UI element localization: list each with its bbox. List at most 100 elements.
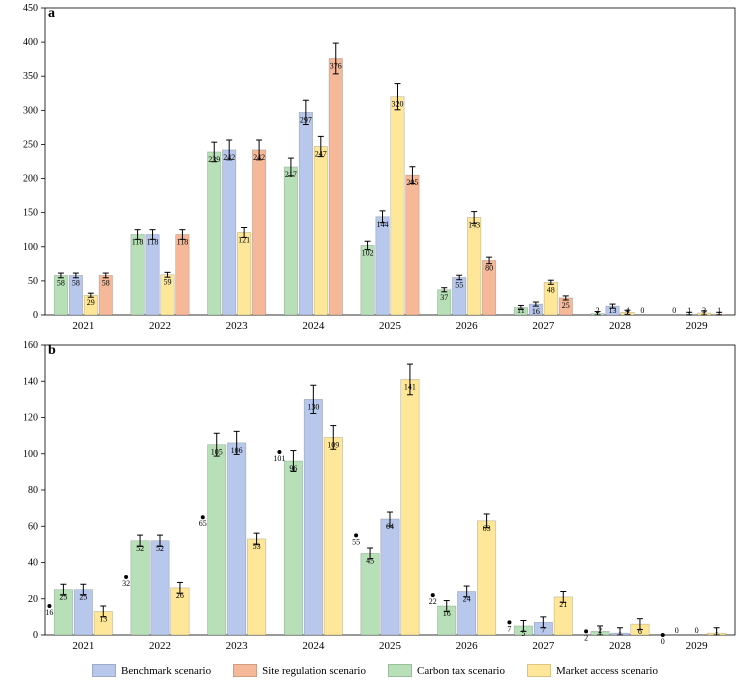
svg-text:2025: 2025 [379, 640, 402, 652]
bar-market_access [324, 437, 342, 635]
svg-text:45: 45 [366, 556, 374, 565]
svg-text:2: 2 [598, 626, 602, 635]
svg-text:58: 58 [102, 278, 110, 287]
bar-market_access [467, 217, 480, 315]
legend-item-market-access: Market access scenario [527, 664, 658, 677]
svg-text:100: 100 [23, 242, 38, 253]
svg-text:217: 217 [285, 170, 297, 179]
bar-site_reg [252, 150, 265, 315]
svg-text:239: 239 [208, 155, 220, 164]
svg-text:200: 200 [23, 174, 38, 185]
svg-text:150: 150 [23, 208, 38, 219]
svg-text:250: 250 [23, 139, 38, 150]
bar-benchmark [222, 150, 235, 315]
svg-text:2023: 2023 [226, 320, 249, 332]
bar-carbon_tax [208, 445, 226, 635]
svg-text:32: 32 [122, 579, 130, 588]
svg-text:48: 48 [547, 285, 555, 294]
svg-text:5: 5 [521, 629, 525, 638]
svg-text:120: 120 [23, 413, 38, 424]
svg-text:20: 20 [28, 594, 38, 605]
svg-text:2024: 2024 [302, 640, 325, 652]
svg-text:320: 320 [391, 100, 403, 109]
bar-benchmark [376, 217, 389, 315]
svg-text:2026: 2026 [456, 640, 479, 652]
bar-market_access [247, 539, 265, 635]
bar-benchmark [381, 519, 399, 635]
bar-benchmark [151, 541, 169, 635]
svg-text:242: 242 [253, 153, 265, 162]
svg-text:2027: 2027 [532, 640, 555, 652]
svg-text:64: 64 [386, 522, 394, 531]
svg-text:160: 160 [23, 340, 38, 351]
bar-market_access [314, 146, 327, 315]
svg-text:100: 100 [23, 449, 38, 460]
svg-text:96: 96 [289, 464, 297, 473]
svg-text:0: 0 [33, 310, 38, 321]
svg-text:55: 55 [352, 537, 360, 546]
legend-swatch-site-reg [233, 664, 257, 677]
svg-text:63: 63 [483, 524, 491, 533]
svg-text:2021: 2021 [72, 320, 94, 332]
panel-b-label: b [48, 343, 56, 359]
svg-text:55: 55 [455, 280, 463, 289]
svg-text:52: 52 [136, 544, 144, 553]
svg-text:7: 7 [507, 624, 511, 633]
svg-text:130: 130 [307, 402, 319, 411]
svg-text:2028: 2028 [609, 320, 632, 332]
bar-carbon_tax [284, 167, 297, 315]
svg-text:16: 16 [532, 307, 540, 316]
svg-text:205: 205 [406, 178, 418, 187]
legend-label-site-reg: Site regulation scenario [262, 665, 366, 677]
svg-text:65: 65 [199, 519, 207, 528]
bar-site_reg [329, 58, 342, 315]
legend-swatch-carbon-tax [388, 664, 412, 677]
svg-text:1: 1 [715, 626, 719, 635]
svg-text:121: 121 [238, 235, 250, 244]
svg-text:13: 13 [609, 306, 617, 315]
svg-text:140: 140 [23, 376, 38, 387]
svg-text:0: 0 [640, 306, 644, 315]
svg-text:118: 118 [177, 237, 189, 246]
svg-text:0: 0 [675, 626, 679, 635]
bar-market_access [391, 97, 404, 315]
bar-benchmark [146, 234, 159, 315]
svg-text:2021: 2021 [72, 640, 94, 652]
bar-carbon_tax [208, 152, 221, 315]
svg-text:58: 58 [57, 278, 65, 287]
svg-text:242: 242 [223, 153, 235, 162]
svg-text:16: 16 [443, 609, 451, 618]
svg-text:40: 40 [28, 558, 38, 569]
svg-text:25: 25 [79, 593, 87, 602]
svg-text:2026: 2026 [456, 320, 479, 332]
svg-text:109: 109 [327, 440, 339, 449]
svg-text:0: 0 [672, 306, 676, 315]
svg-text:2022: 2022 [149, 640, 171, 652]
svg-text:400: 400 [23, 37, 38, 48]
svg-text:6: 6 [638, 627, 642, 636]
svg-text:58: 58 [72, 278, 80, 287]
svg-text:11: 11 [517, 306, 525, 315]
bar-benchmark [299, 112, 312, 315]
svg-text:105: 105 [211, 448, 223, 457]
svg-text:29: 29 [87, 298, 95, 307]
svg-text:102: 102 [362, 248, 374, 257]
svg-text:53: 53 [253, 542, 261, 551]
bar-site_reg [176, 234, 189, 315]
svg-text:350: 350 [23, 71, 38, 82]
svg-text:80: 80 [28, 485, 38, 496]
svg-text:60: 60 [28, 521, 38, 532]
svg-text:0: 0 [695, 626, 699, 635]
svg-text:2: 2 [584, 633, 588, 642]
svg-text:118: 118 [147, 237, 159, 246]
figure-container: { "meta":{ "width":750,"height":681, "pl… [0, 0, 750, 681]
svg-text:13: 13 [99, 614, 107, 623]
svg-text:118: 118 [132, 237, 144, 246]
legend-item-carbon-tax: Carbon tax scenario [388, 664, 505, 677]
svg-text:297: 297 [300, 115, 312, 124]
svg-text:143: 143 [468, 220, 480, 229]
svg-text:16: 16 [45, 608, 53, 617]
bar-carbon_tax [361, 553, 379, 635]
svg-text:2023: 2023 [226, 640, 249, 652]
svg-text:247: 247 [315, 149, 327, 158]
